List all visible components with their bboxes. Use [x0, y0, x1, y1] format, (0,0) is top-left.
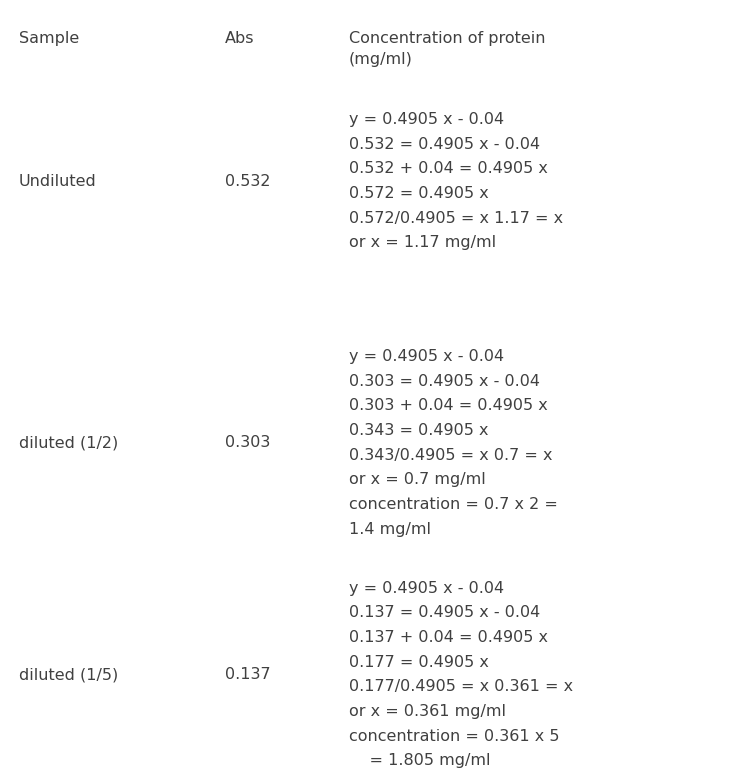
- Text: 0.532 + 0.04 = 0.4905 x: 0.532 + 0.04 = 0.4905 x: [349, 161, 548, 176]
- Text: 0.177/0.4905 = x 0.361 = x: 0.177/0.4905 = x 0.361 = x: [349, 679, 573, 694]
- Text: Undiluted: Undiluted: [19, 174, 97, 188]
- Text: 0.532: 0.532: [225, 174, 271, 188]
- Text: concentration = 0.7 x 2 =: concentration = 0.7 x 2 =: [349, 497, 557, 512]
- Text: 1.4 mg/ml: 1.4 mg/ml: [349, 522, 430, 537]
- Text: 0.177 = 0.4905 x: 0.177 = 0.4905 x: [349, 655, 489, 669]
- Text: y = 0.4905 x - 0.04: y = 0.4905 x - 0.04: [349, 349, 504, 364]
- Text: 0.343 = 0.4905 x: 0.343 = 0.4905 x: [349, 423, 488, 438]
- Text: 0.137 = 0.4905 x - 0.04: 0.137 = 0.4905 x - 0.04: [349, 605, 540, 620]
- Text: y = 0.4905 x - 0.04: y = 0.4905 x - 0.04: [349, 581, 504, 595]
- Text: or x = 0.7 mg/ml: or x = 0.7 mg/ml: [349, 472, 485, 487]
- Text: Abs: Abs: [225, 31, 254, 46]
- Text: diluted (1/5): diluted (1/5): [19, 667, 118, 682]
- Text: 0.572/0.4905 = x 1.17 = x: 0.572/0.4905 = x 1.17 = x: [349, 211, 562, 225]
- Text: 0.303: 0.303: [225, 435, 270, 450]
- Text: 0.343/0.4905 = x 0.7 = x: 0.343/0.4905 = x 0.7 = x: [349, 448, 552, 462]
- Text: 0.303 = 0.4905 x - 0.04: 0.303 = 0.4905 x - 0.04: [349, 374, 540, 388]
- Text: 0.137 + 0.04 = 0.4905 x: 0.137 + 0.04 = 0.4905 x: [349, 630, 548, 645]
- Text: = 1.805 mg/ml: = 1.805 mg/ml: [349, 753, 490, 768]
- Text: or x = 1.17 mg/ml: or x = 1.17 mg/ml: [349, 235, 496, 250]
- Text: diluted (1/2): diluted (1/2): [19, 435, 118, 450]
- Text: 0.303 + 0.04 = 0.4905 x: 0.303 + 0.04 = 0.4905 x: [349, 398, 548, 413]
- Text: 0.572 = 0.4905 x: 0.572 = 0.4905 x: [349, 186, 488, 201]
- Text: Concentration of protein
(mg/ml): Concentration of protein (mg/ml): [349, 31, 545, 67]
- Text: Sample: Sample: [19, 31, 79, 46]
- Text: concentration = 0.361 x 5: concentration = 0.361 x 5: [349, 729, 560, 743]
- Text: 0.532 = 0.4905 x - 0.04: 0.532 = 0.4905 x - 0.04: [349, 137, 540, 151]
- Text: 0.137: 0.137: [225, 667, 271, 682]
- Text: or x = 0.361 mg/ml: or x = 0.361 mg/ml: [349, 704, 506, 719]
- Text: y = 0.4905 x - 0.04: y = 0.4905 x - 0.04: [349, 112, 504, 127]
